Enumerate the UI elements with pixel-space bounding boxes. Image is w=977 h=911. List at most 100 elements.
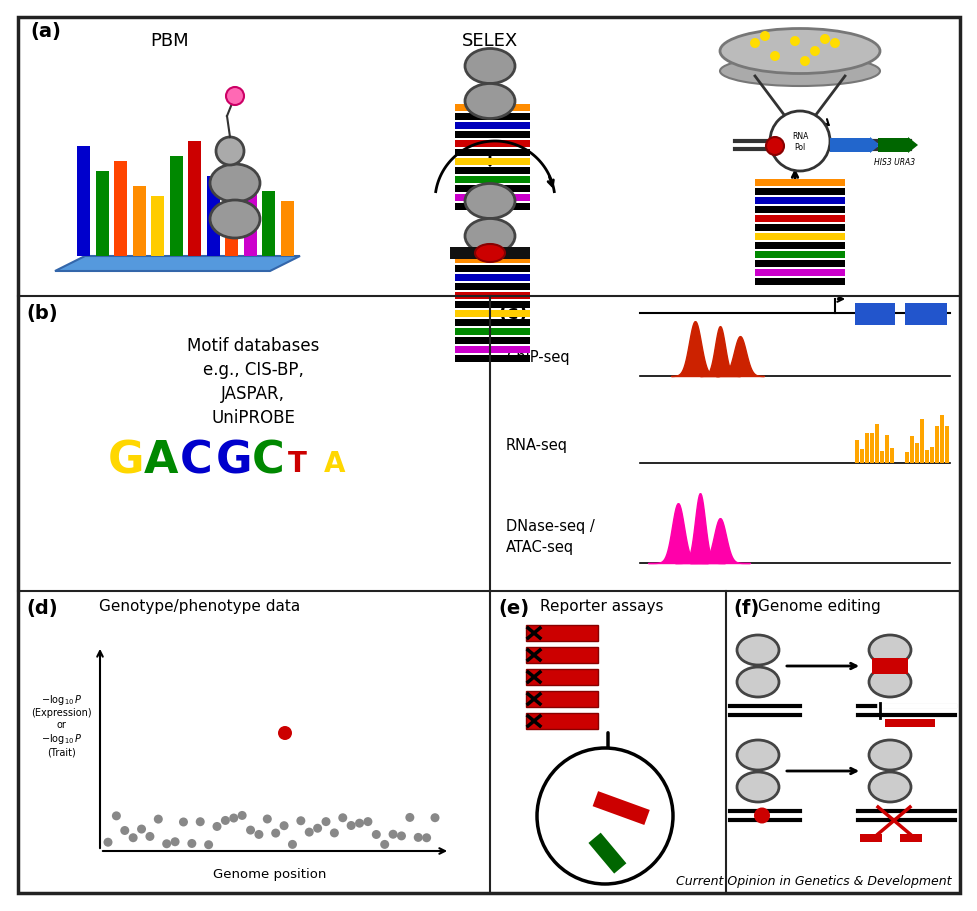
Circle shape (313, 824, 321, 833)
Circle shape (404, 813, 414, 822)
Text: A: A (144, 438, 179, 482)
Ellipse shape (737, 635, 779, 665)
Bar (754, 179, 844, 187)
Bar (169, 157, 183, 257)
Bar (96, 172, 108, 257)
Circle shape (162, 839, 171, 848)
Bar (754, 234, 844, 241)
Polygon shape (55, 257, 300, 271)
Circle shape (204, 840, 213, 849)
Circle shape (321, 817, 330, 826)
Circle shape (120, 826, 129, 835)
Bar (114, 162, 127, 257)
Text: DNase-seq /
ATAC-seq: DNase-seq / ATAC-seq (505, 518, 594, 555)
Bar (454, 123, 530, 130)
Bar (454, 114, 530, 121)
Bar (454, 257, 530, 263)
Bar (754, 242, 844, 250)
Ellipse shape (869, 740, 910, 770)
Bar (754, 216, 844, 223)
Bar (754, 189, 844, 196)
Circle shape (355, 819, 363, 828)
Ellipse shape (869, 635, 910, 665)
Text: C: C (252, 438, 284, 482)
Bar (909, 436, 913, 464)
Bar (454, 329, 530, 335)
Circle shape (413, 833, 422, 842)
Bar (454, 275, 530, 281)
Circle shape (287, 840, 297, 849)
Text: SELEX: SELEX (461, 32, 518, 50)
Text: T: T (287, 449, 307, 477)
Bar (934, 426, 938, 464)
Circle shape (254, 830, 263, 839)
Circle shape (329, 828, 339, 837)
Ellipse shape (737, 773, 779, 802)
Bar (150, 197, 164, 257)
Circle shape (346, 821, 356, 830)
FancyArrow shape (877, 138, 917, 154)
Bar (874, 425, 878, 464)
Bar (243, 182, 256, 257)
Bar (854, 441, 858, 464)
Text: B1H: B1H (781, 32, 818, 50)
Circle shape (363, 817, 372, 826)
Bar (859, 834, 881, 842)
Ellipse shape (719, 29, 879, 75)
Circle shape (765, 138, 784, 156)
Text: Reporter assays: Reporter assays (539, 599, 662, 613)
Bar (454, 292, 530, 300)
Circle shape (188, 839, 196, 848)
Circle shape (536, 748, 672, 884)
Circle shape (129, 834, 138, 843)
Bar (526, 670, 597, 685)
Bar (77, 147, 90, 257)
Text: (d): (d) (26, 599, 58, 618)
Bar (225, 167, 237, 257)
Ellipse shape (464, 220, 515, 254)
Ellipse shape (475, 245, 504, 262)
Bar (754, 251, 844, 259)
Bar (889, 448, 893, 464)
Bar (754, 261, 844, 268)
Ellipse shape (737, 740, 779, 770)
Bar (588, 833, 626, 874)
Text: HIS3 URA3: HIS3 URA3 (873, 158, 914, 167)
Text: Genome editing: Genome editing (757, 599, 880, 613)
Ellipse shape (464, 49, 515, 85)
Bar (449, 248, 530, 260)
Bar (944, 426, 948, 464)
Bar (914, 444, 918, 464)
Bar (454, 311, 530, 318)
Bar (526, 648, 597, 663)
Text: (e): (e) (497, 599, 529, 618)
Text: UniPROBE: UniPROBE (211, 408, 295, 426)
Circle shape (371, 830, 380, 839)
Circle shape (799, 57, 809, 67)
Circle shape (422, 834, 431, 843)
Bar (592, 792, 649, 825)
Text: e.g., CIS-BP,: e.g., CIS-BP, (202, 361, 303, 379)
Bar (454, 204, 530, 210)
Ellipse shape (216, 138, 243, 166)
Circle shape (137, 824, 146, 834)
Bar (454, 159, 530, 166)
Bar (899, 834, 921, 842)
Text: PBM: PBM (150, 32, 190, 50)
Circle shape (380, 840, 389, 849)
Text: JASPAR,: JASPAR, (221, 384, 284, 403)
Ellipse shape (869, 667, 910, 697)
Bar (454, 141, 530, 148)
Bar (754, 207, 844, 214)
Bar (188, 142, 201, 257)
Text: ChIP-seq: ChIP-seq (505, 350, 569, 364)
Circle shape (229, 814, 238, 823)
Bar (929, 447, 933, 464)
Bar (859, 449, 863, 464)
Bar (871, 659, 907, 674)
Circle shape (338, 814, 347, 823)
Circle shape (296, 816, 305, 825)
Circle shape (305, 828, 314, 836)
Text: (b): (b) (26, 303, 58, 322)
Text: C: C (180, 438, 213, 482)
